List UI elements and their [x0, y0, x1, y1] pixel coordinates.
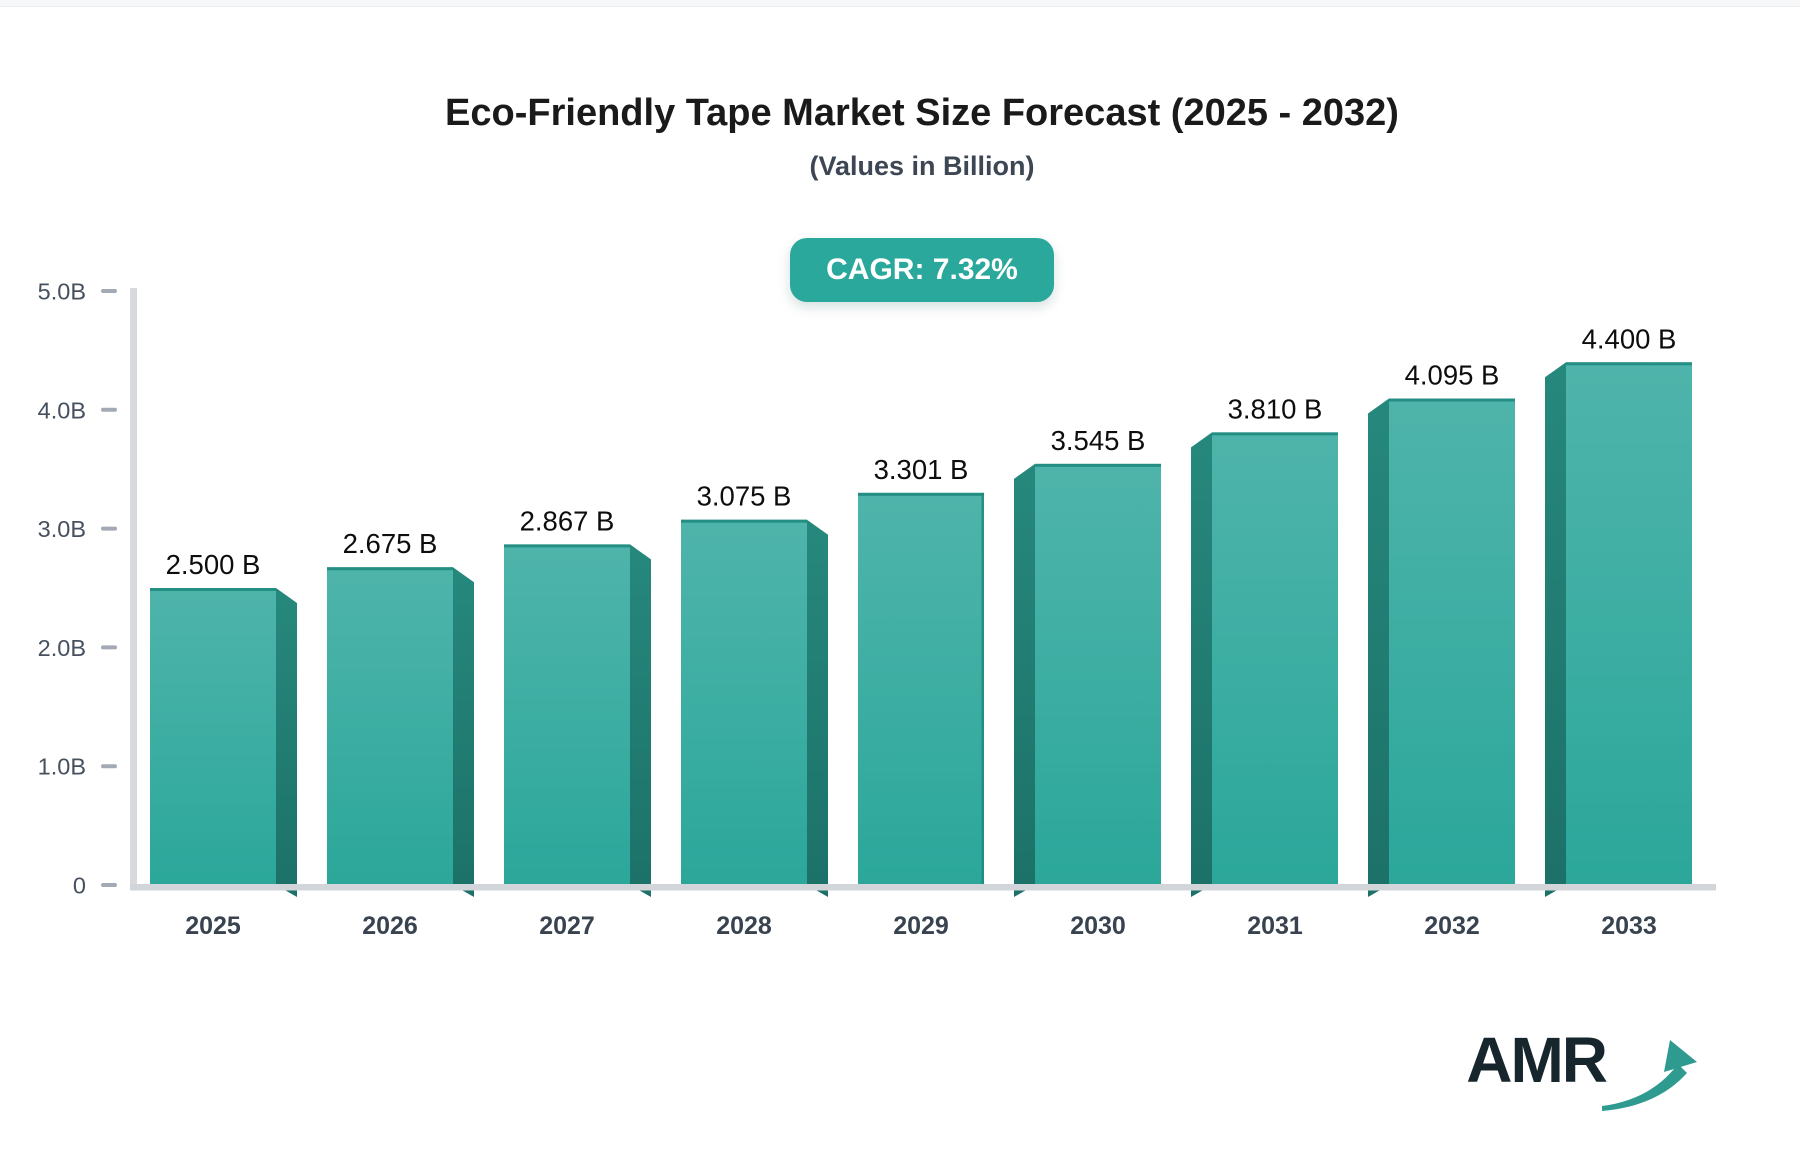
bar-value-label: 4.095 B	[1405, 360, 1500, 391]
bar-side-face	[1014, 463, 1035, 897]
y-axis-tick-label: 0	[73, 873, 86, 899]
x-axis-tick-label: 2030	[1070, 912, 1126, 940]
bar-top-edge	[1035, 463, 1161, 467]
logo-text: AMR	[1466, 1024, 1608, 1096]
y-axis-tick-label: 2.0B	[38, 635, 86, 661]
bar-top-edge	[1389, 398, 1515, 402]
y-tick-dash	[101, 526, 117, 531]
chart-subtitle: (Values in Billion)	[809, 151, 1035, 181]
bar-top-edge	[858, 492, 984, 496]
y-axis-tick-label: 1.0B	[38, 754, 86, 780]
bar-side-face	[1191, 432, 1212, 897]
bar-2033	[1566, 362, 1692, 885]
x-axis-tick-label: 2025	[185, 912, 241, 940]
bar-top-edge	[327, 567, 453, 571]
y-axis-tick-label: 3.0B	[38, 516, 86, 542]
x-axis-tick-label: 2026	[362, 912, 418, 940]
bar-side-face	[1368, 398, 1389, 897]
bar-value-label: 3.301 B	[874, 454, 969, 485]
bar-2026	[327, 567, 453, 885]
y-axis-tick-label: 4.0B	[38, 397, 86, 423]
bar-top-edge	[150, 588, 276, 591]
bar-value-label: 2.675 B	[343, 528, 438, 559]
x-axis-line	[130, 884, 1716, 891]
y-tick-dash	[101, 883, 117, 887]
x-axis-tick-label: 2032	[1424, 912, 1480, 940]
bar-value-label: 2.500 B	[166, 549, 261, 580]
top-border-strip	[0, 0, 1800, 7]
chart-title: Eco-Friendly Tape Market Size Forecast (…	[445, 92, 1399, 134]
bar-side-face	[1545, 362, 1566, 897]
x-axis-tick-label: 2027	[539, 912, 595, 940]
amr-logo: AMR	[1466, 1028, 1704, 1118]
y-tick-dash	[101, 289, 117, 293]
bar-side-face	[453, 567, 474, 897]
bar-2025	[150, 588, 276, 885]
bar-top-edge	[1212, 432, 1338, 436]
bar-side-face	[276, 588, 297, 897]
chart-header: Eco-Friendly Tape Market Size Forecast (…	[0, 0, 1800, 302]
y-axis-tick-label: 5.0B	[38, 279, 86, 305]
bar-value-label: 3.545 B	[1051, 425, 1146, 456]
bar-top-edge	[1566, 362, 1692, 366]
cagr-badge: CAGR: 7.32%	[790, 238, 1054, 302]
growth-arrow-icon	[1602, 1040, 1697, 1111]
bar-value-label: 3.810 B	[1228, 393, 1323, 424]
bar-top-edge	[681, 519, 807, 523]
bar-2029	[858, 492, 984, 885]
bar-2028	[681, 519, 807, 885]
x-axis-tick-label: 2033	[1601, 912, 1657, 940]
bar-2031	[1212, 432, 1338, 885]
y-axis-line	[130, 288, 137, 890]
bar-2027	[504, 544, 630, 885]
y-tick-dash	[101, 645, 117, 650]
bar-2032	[1389, 398, 1515, 885]
bar-top-edge	[504, 544, 630, 548]
bar-2030	[1035, 463, 1161, 885]
bar-value-label: 3.075 B	[697, 481, 792, 512]
bar-side-face	[630, 544, 651, 897]
bar-value-label: 2.867 B	[520, 505, 615, 536]
x-axis-tick-label: 2029	[893, 912, 949, 940]
bar-right-edge	[981, 492, 984, 885]
bar-side-face	[807, 519, 828, 897]
x-axis-tick-label: 2028	[716, 912, 772, 940]
y-tick-dash	[101, 764, 117, 769]
bar-value-label: 4.400 B	[1582, 323, 1677, 354]
y-tick-dash	[101, 407, 117, 412]
x-axis-tick-label: 2031	[1247, 912, 1303, 940]
